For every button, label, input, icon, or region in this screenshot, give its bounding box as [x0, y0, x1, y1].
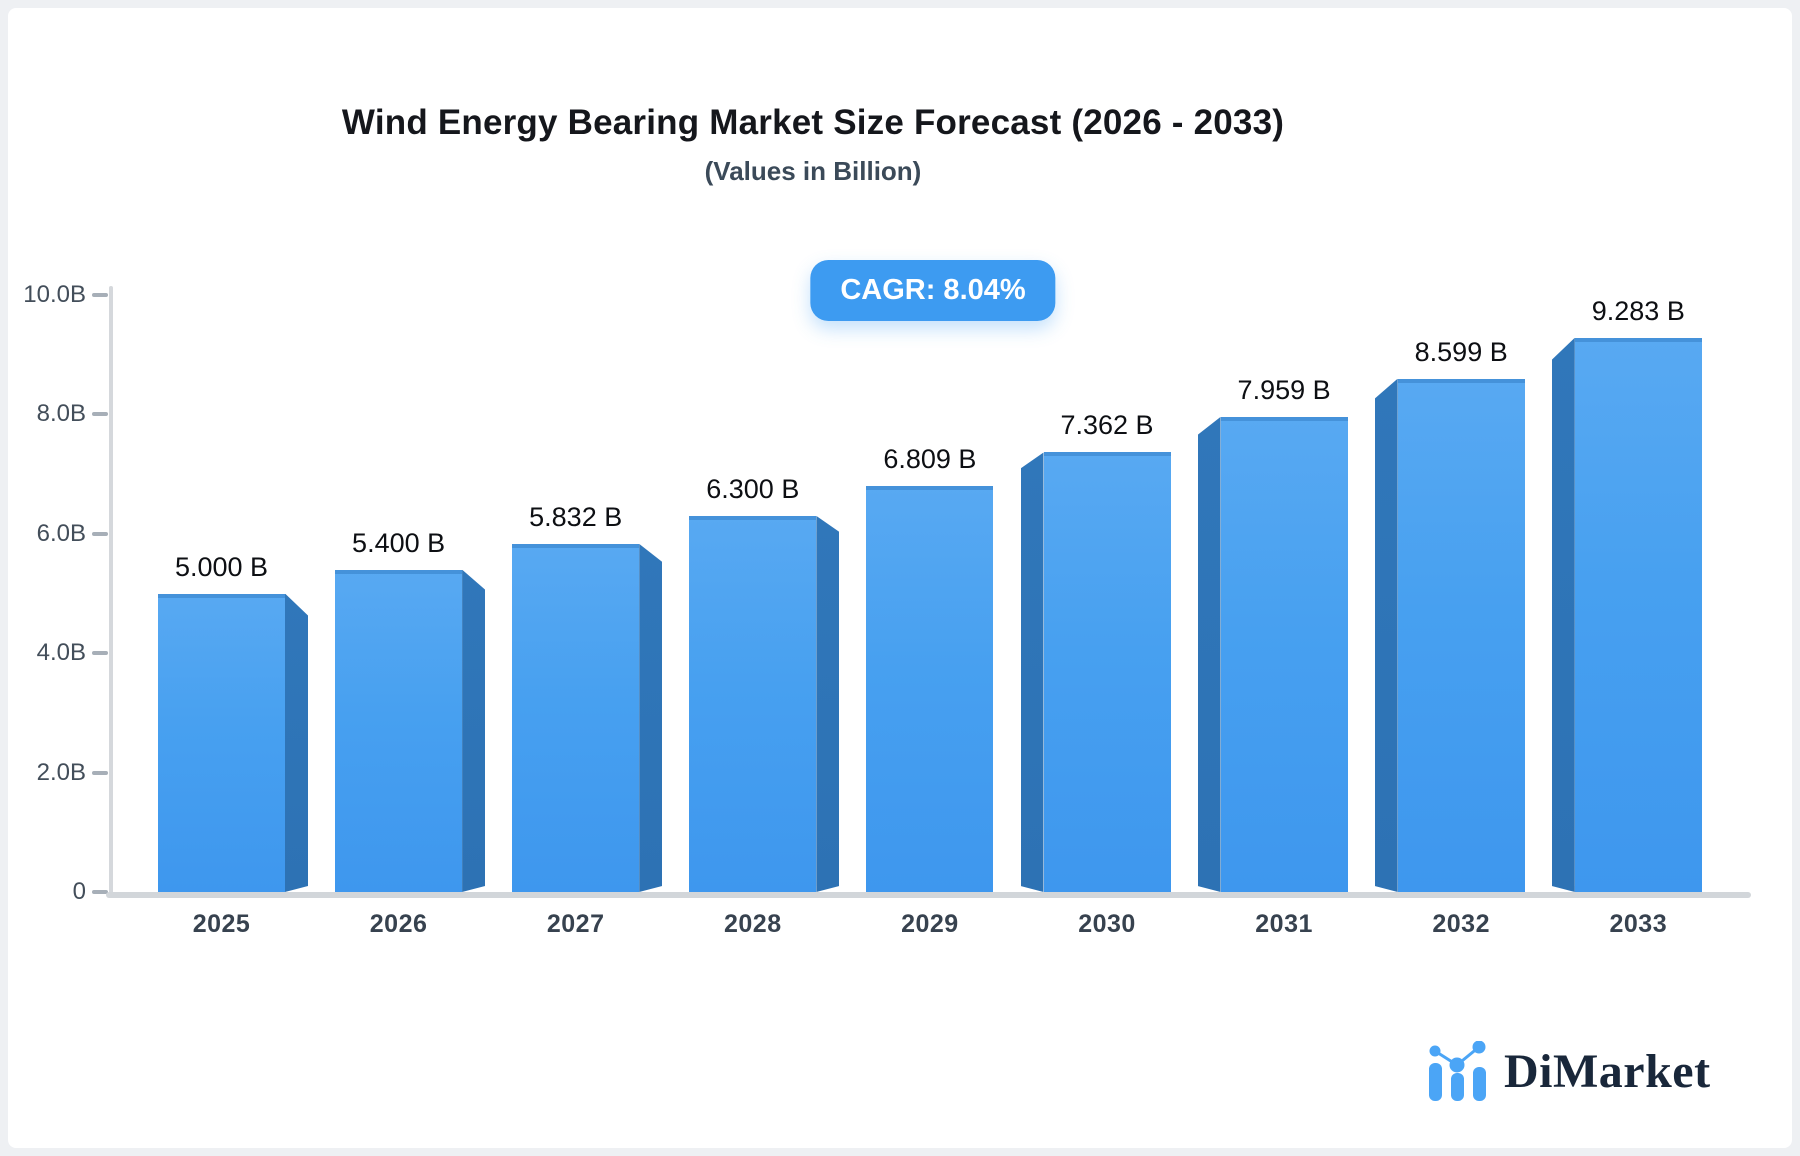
y-axis-tick-mark	[92, 293, 108, 297]
bar-2026	[335, 569, 463, 892]
bar-value-label: 9.283 B	[1591, 295, 1685, 326]
y-axis-tick-label: 2.0B	[36, 758, 86, 786]
bar-2032	[1397, 378, 1525, 892]
bar-2031	[1220, 416, 1348, 892]
x-axis-label-2030: 2030	[1078, 910, 1136, 938]
bar-chart-plot: 0 2.0B 4.0B 6.0B 8.0B 10.0B 5.000 B 2025 5.400 B…	[8, 8, 1792, 1148]
y-axis-tick-label: 4.0B	[36, 639, 86, 667]
x-axis-label-2031: 2031	[1255, 910, 1313, 938]
y-axis-tick-mark	[92, 651, 108, 656]
bar-3d-side-face	[1021, 452, 1044, 892]
bar-2025	[158, 593, 285, 892]
bar-3d-side-face	[1552, 338, 1575, 892]
mini-bar-chart-icon	[1429, 1041, 1486, 1101]
bar-3d-side-face	[639, 544, 662, 892]
bar-value-label: 6.300 B	[706, 473, 800, 504]
y-axis-tick-mark	[92, 531, 108, 536]
bar-value-label: 6.809 B	[883, 443, 977, 474]
bar-value-label: 8.599 B	[1414, 336, 1508, 367]
bar-2028	[689, 515, 817, 892]
brand-logo: DiMarket	[1426, 1041, 1711, 1101]
x-axis-baseline	[106, 892, 1751, 898]
bar-3d-side-face	[285, 594, 308, 893]
y-axis-tick-label: 0	[72, 878, 86, 905]
y-axis-tick-mark	[92, 412, 108, 417]
bar-value-label: 5.000 B	[174, 551, 269, 582]
bar-3d-side-face	[816, 516, 839, 892]
x-axis-label-2028: 2028	[723, 910, 782, 938]
x-axis-label-2027: 2027	[546, 910, 605, 938]
bar-value-label: 7.362 B	[1060, 410, 1154, 441]
bar-2027	[512, 543, 640, 892]
x-axis-label-2029: 2029	[901, 910, 959, 938]
chart-title: Wind Energy Bearing Market Size Forecast…	[341, 103, 1285, 142]
chart-subtitle: (Values in Billion)	[704, 156, 922, 186]
x-axis-label-2026: 2026	[369, 910, 428, 938]
bar-2033	[1574, 337, 1702, 892]
chart-card: Wind Energy Bearing Market Size Forecast…	[8, 8, 1792, 1148]
bar-value-label: 5.832 B	[529, 501, 623, 532]
x-axis-label-2033: 2033	[1609, 910, 1668, 938]
y-axis-line	[109, 286, 113, 898]
brand-name: DiMarket	[1504, 1044, 1711, 1098]
y-axis-tick-label: 6.0B	[36, 519, 86, 547]
bar-3d-side-face	[462, 570, 485, 892]
bar-2030	[1043, 452, 1171, 892]
bar-value-label: 7.959 B	[1237, 374, 1331, 405]
y-axis-tick-mark	[92, 890, 108, 894]
bar-3d-side-face	[1375, 379, 1398, 892]
bar-2029	[866, 485, 994, 892]
y-axis-tick-mark	[92, 770, 108, 775]
y-axis-tick-label: 8.0B	[36, 400, 86, 428]
bar-value-label: 5.400 B	[352, 527, 446, 558]
y-axis-tick-label: 10.0B	[23, 281, 86, 308]
x-axis-label-2032: 2032	[1432, 910, 1490, 938]
bar-3d-side-face	[1198, 417, 1221, 892]
cagr-badge: CAGR: 8.04%	[810, 260, 1056, 321]
cagr-label: CAGR: 8.04%	[840, 274, 1026, 306]
x-axis-label-2025: 2025	[192, 910, 251, 938]
